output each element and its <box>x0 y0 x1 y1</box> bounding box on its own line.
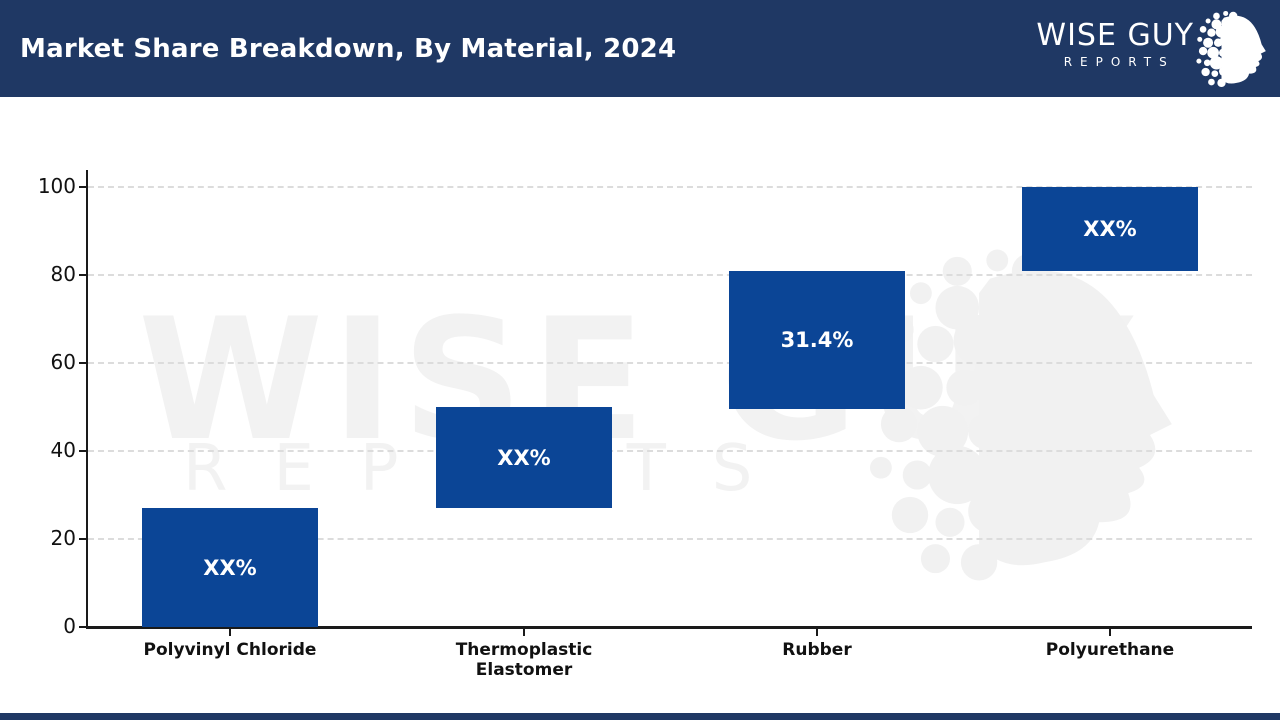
gridline-y-100 <box>88 186 1252 188</box>
wiseguy-logo-text: WISE GUY REPORTS <box>1036 18 1194 70</box>
bar-segment-polyvinyl-chloride: XX% <box>142 508 318 627</box>
watermark-head-icon <box>870 249 1172 581</box>
y-tick-mark-100 <box>79 186 87 188</box>
header-banner: Market Share Breakdown, By Material, 202… <box>0 0 1280 97</box>
x-category-label-polyurethane: Polyurethane <box>1045 640 1175 660</box>
x-tick-mark-polyvinyl-chloride <box>229 629 231 636</box>
y-tick-label-100: 100 <box>37 174 76 198</box>
bar-value-label-polyurethane: XX% <box>1083 217 1137 242</box>
y-tick-label-80: 80 <box>50 262 76 286</box>
y-tick-label-60: 60 <box>50 350 76 374</box>
x-tick-mark-rubber <box>816 629 818 636</box>
y-tick-label-0: 0 <box>63 614 76 638</box>
x-category-label-thermoplastic-elastomer: Thermoplastic Elastomer <box>455 640 593 680</box>
bar-value-label-thermoplastic-elastomer: XX% <box>497 445 551 470</box>
footer-strip <box>0 713 1280 720</box>
y-tick-mark-20 <box>79 538 87 540</box>
y-tick-label-40: 40 <box>50 438 76 462</box>
wiseguy-logo: WISE GUY REPORTS <box>1002 0 1272 97</box>
y-tick-mark-60 <box>79 362 87 364</box>
x-category-label-polyvinyl-chloride: Polyvinyl Chloride <box>143 640 317 660</box>
y-axis-line <box>86 170 88 628</box>
gridline-y-40 <box>88 450 1252 452</box>
y-tick-mark-40 <box>79 450 87 452</box>
y-tick-label-20: 20 <box>50 526 76 550</box>
bar-segment-thermoplastic-elastomer: XX% <box>436 407 612 509</box>
bar-value-label-polyvinyl-chloride: XX% <box>203 555 257 580</box>
bar-value-label-rubber: 31.4% <box>780 328 854 353</box>
gridline-y-80 <box>88 274 1252 276</box>
bar-segment-polyurethane: XX% <box>1022 187 1198 272</box>
y-tick-mark-0 <box>79 626 87 628</box>
y-tick-mark-80 <box>79 274 87 276</box>
chart-title: Market Share Breakdown, By Material, 202… <box>20 33 677 64</box>
logo-reports-label: REPORTS <box>1063 55 1175 69</box>
x-axis-line <box>86 626 1252 629</box>
gridline-y-60 <box>88 362 1252 364</box>
wiseguy-head-icon <box>1196 10 1266 88</box>
x-category-label-rubber: Rubber <box>782 640 852 660</box>
logo-wiseguy-label: WISE GUY <box>1036 18 1194 53</box>
gridline-y-20 <box>88 538 1252 540</box>
bar-segment-rubber: 31.4% <box>729 271 905 410</box>
x-tick-mark-thermoplastic-elastomer <box>523 629 525 636</box>
x-tick-mark-polyurethane <box>1109 629 1111 636</box>
